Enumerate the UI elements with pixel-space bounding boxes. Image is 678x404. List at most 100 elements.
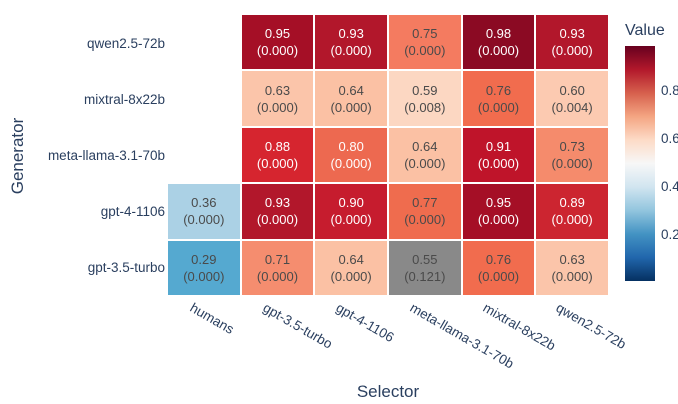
cell-p-value: (0.000) — [551, 43, 593, 59]
heatmap-grid: 0.95 (0.000) 0.93 (0.000) 0.75 (0.000) 0.98 (0.… — [168, 15, 608, 295]
heatmap-cell[interactable]: 0.71 (0.000) — [241, 240, 314, 295]
cell-value: 0.75 — [412, 26, 438, 42]
colorbar-title: Value — [625, 22, 665, 39]
heatmap-cell[interactable]: 0.89 (0.000) — [536, 184, 608, 239]
cell-value: 0.80 — [338, 138, 364, 154]
heatmap-cell[interactable]: 0.36 (0.000) — [168, 184, 240, 239]
x-axis-labels: humans gpt-3.5-turbo gpt-4-1106 meta-llama-… — [168, 298, 629, 373]
heatmap-cell[interactable]: 0.75 (0.000) — [388, 15, 461, 70]
heatmap-cell[interactable]: 0.64 (0.000) — [388, 127, 461, 183]
cell-p-value: (0.000) — [551, 155, 593, 171]
cell-value: 0.76 — [485, 251, 512, 267]
cell-p-value: (0.000) — [477, 212, 520, 228]
colorbar-tick-label: 0.2 — [661, 227, 678, 243]
heatmap-cell[interactable]: 0.76 (0.000) — [462, 240, 535, 295]
cell-p-value: (0.000) — [256, 268, 299, 284]
heatmap-cell[interactable]: 0.73 (0.000) — [536, 127, 608, 183]
cell-value: 0.90 — [338, 195, 364, 211]
cell-value: 0.64 — [412, 138, 438, 154]
cell-p-value: (0.000) — [404, 212, 446, 228]
heatmap-cell[interactable]: 0.93 (0.000) — [241, 184, 314, 239]
cell-p-value: (0.000) — [477, 268, 520, 284]
cell-p-value: (0.000) — [330, 155, 372, 171]
cell-p-value: (0.000) — [256, 43, 299, 59]
x-axis-label: gpt-3.5-turbo — [260, 300, 335, 352]
colorbar-tick-label: 0.6 — [661, 131, 678, 147]
y-axis-label: meta-llama-3.1-70b — [47, 147, 165, 163]
heatmap-cell[interactable]: 0.63 (0.000) — [241, 71, 314, 126]
cell-value: 0.59 — [412, 82, 438, 98]
cell-p-value: (0.000) — [551, 268, 593, 284]
heatmap-cell[interactable]: 0.90 (0.000) — [315, 184, 387, 239]
heatmap-cell[interactable]: 0.88 (0.000) — [241, 127, 314, 183]
heatmap-cell-empty — [168, 128, 240, 182]
heatmap-cell[interactable]: 0.95 (0.000) — [462, 184, 535, 239]
heatmap-cell-empty — [168, 15, 240, 69]
y-axis-label: gpt-3.5-turbo — [87, 259, 165, 275]
cell-p-value: (0.000) — [256, 99, 299, 115]
cell-value: 0.36 — [191, 195, 217, 211]
y-axis-label: qwen2.5-72b — [86, 35, 165, 51]
cell-value: 0.93 — [264, 195, 291, 211]
heatmap-cell[interactable]: 0.95 (0.000) — [241, 15, 314, 70]
heatmap-cell[interactable]: 0.77 (0.000) — [388, 184, 461, 239]
cell-p-value: (0.000) — [330, 268, 372, 284]
cell-value: 0.60 — [559, 82, 585, 98]
heatmap-cell[interactable]: 0.98 (0.000) — [462, 15, 535, 70]
cell-p-value: (0.000) — [183, 268, 225, 284]
x-axis-label: humans — [187, 300, 237, 338]
heatmap-cell[interactable]: 0.93 (0.000) — [536, 15, 608, 70]
cell-value: 0.73 — [559, 138, 585, 154]
heatmap-cell[interactable]: 0.64 (0.000) — [315, 71, 387, 126]
cell-value: 0.93 — [338, 26, 364, 42]
cell-value: 0.95 — [264, 26, 291, 42]
colorbar-tick-label: 0.8 — [661, 83, 678, 99]
cell-value: 0.77 — [412, 195, 438, 211]
cell-value: 0.71 — [264, 251, 291, 267]
x-axis-title: Selector — [356, 382, 420, 401]
cell-p-value: (0.000) — [404, 43, 446, 59]
heatmap-cell[interactable]: 0.63 (0.000) — [536, 240, 608, 295]
cell-p-value: (0.000) — [330, 99, 372, 115]
y-axis-label: gpt-4-1106 — [100, 203, 165, 219]
heatmap-cell[interactable]: 0.91 (0.000) — [462, 127, 535, 183]
colorbar: Value 0.8 0.6 0.4 0.2 — [625, 22, 678, 322]
cell-p-value: (0.000) — [477, 155, 520, 171]
colorbar-gradient — [625, 46, 655, 281]
heatmap-cell[interactable]: 0.60 (0.004) — [536, 71, 608, 126]
cell-value: 0.29 — [191, 251, 217, 267]
cell-value: 0.98 — [485, 26, 512, 42]
cell-value: 0.95 — [485, 195, 512, 211]
cell-value: 0.89 — [559, 195, 585, 211]
cell-value: 0.91 — [485, 138, 512, 154]
cell-value: 0.55 — [412, 251, 438, 267]
heatmap-cell[interactable]: 0.80 (0.000) — [315, 127, 387, 183]
cell-p-value: (0.000) — [256, 212, 299, 228]
heatmap-cell[interactable]: 0.29 (0.000) — [168, 240, 240, 295]
colorbar-tick-label: 0.4 — [661, 179, 678, 195]
heatmap-cell[interactable]: 0.64 (0.000) — [315, 240, 387, 295]
heatmap-cell[interactable]: 0.55 (0.121) — [388, 240, 461, 295]
cell-p-value: (0.000) — [183, 212, 225, 228]
x-axis-label: gpt-4-1106 — [333, 300, 398, 346]
cell-value: 0.63 — [559, 251, 585, 267]
cell-p-value: (0.000) — [330, 212, 372, 228]
x-axis-label: qwen2.5-72b — [553, 300, 629, 353]
heatmap-cell[interactable]: 0.59 (0.008) — [388, 71, 461, 126]
cell-value: 0.64 — [338, 251, 364, 267]
heatmap-cell-empty — [168, 71, 240, 125]
cell-p-value: (0.121) — [404, 268, 446, 284]
cell-p-value: (0.008) — [404, 99, 446, 115]
cell-value: 0.76 — [485, 82, 512, 98]
cell-p-value: (0.004) — [551, 99, 593, 115]
cell-p-value: (0.000) — [551, 212, 593, 228]
y-axis-label: mixtral-8x22b — [83, 91, 165, 107]
cell-value: 0.88 — [264, 138, 291, 154]
cell-p-value: (0.000) — [404, 155, 446, 171]
y-axis-labels: qwen2.5-72b mixtral-8x22b meta-llama-3.1-7… — [0, 15, 165, 295]
cell-p-value: (0.000) — [330, 43, 372, 59]
cell-value: 0.64 — [338, 82, 364, 98]
heatmap-cell[interactable]: 0.93 (0.000) — [315, 15, 387, 70]
heatmap-cell[interactable]: 0.76 (0.000) — [462, 71, 535, 126]
